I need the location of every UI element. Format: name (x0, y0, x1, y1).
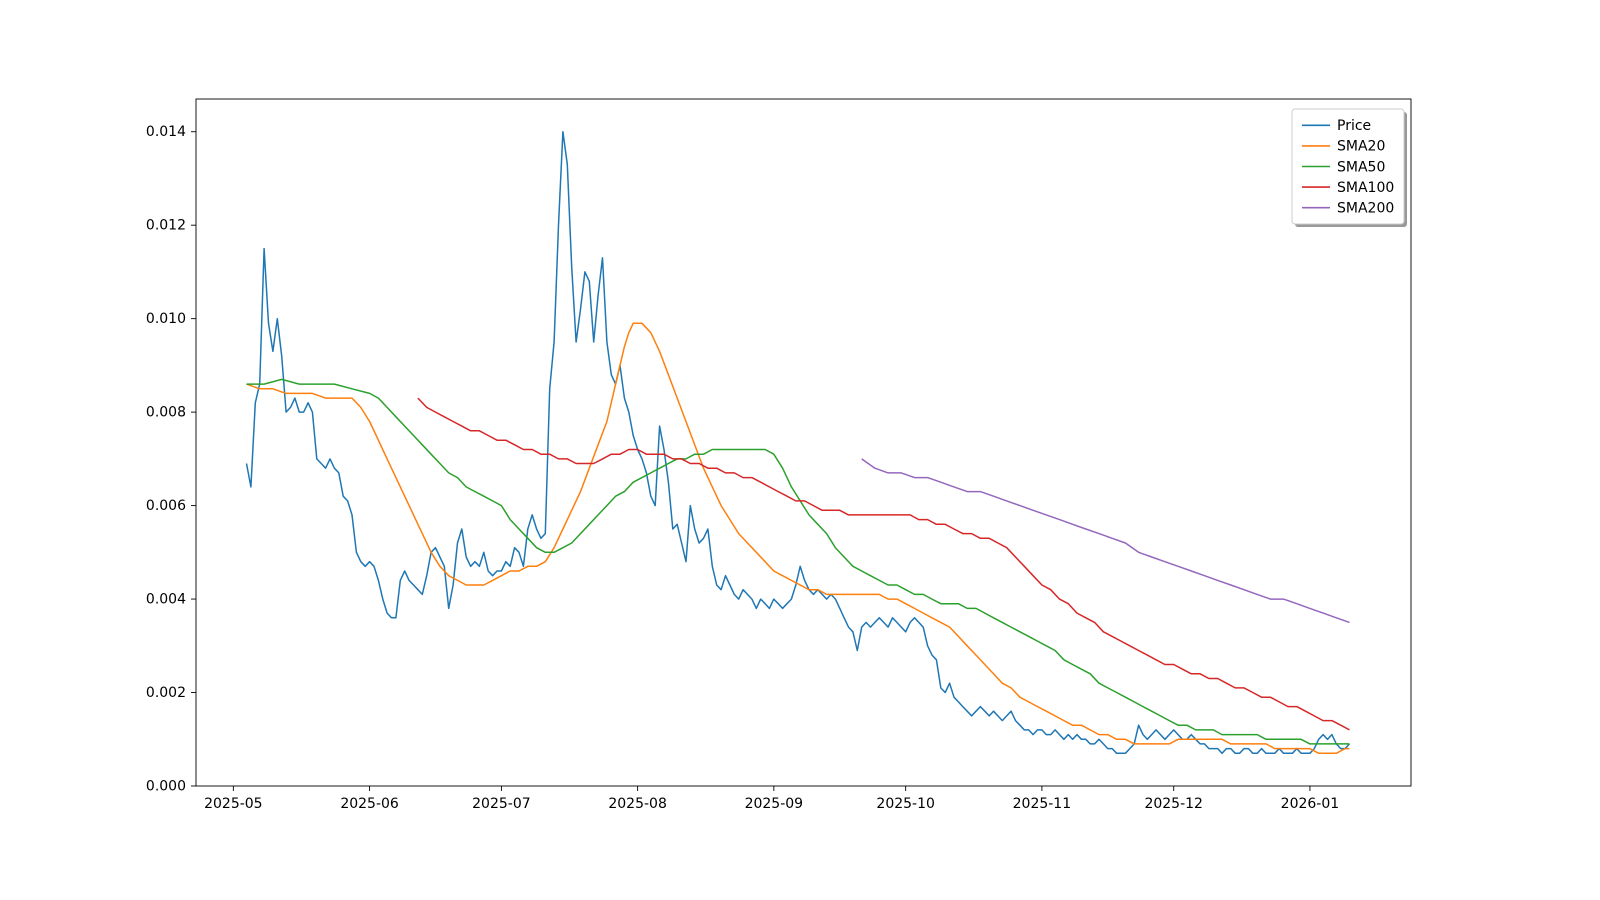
y-tick-label: 0.002 (146, 685, 186, 701)
y-tick-label: 0.006 (146, 498, 186, 514)
legend-frame (1291, 108, 1405, 225)
series-line-sma20 (246, 322, 1350, 755)
y-tick-label: 0.008 (146, 405, 186, 421)
series-group (245, 130, 1351, 755)
x-tick-label: 2025-12 (1144, 796, 1203, 812)
x-tick-label: 2025-09 (745, 796, 804, 812)
x-tick-label: 2025-06 (340, 796, 399, 812)
legend-label-sma50: SMA50 (1337, 159, 1385, 175)
series-line-sma100 (417, 397, 1350, 731)
x-tick-label: 2026-01 (1281, 796, 1340, 812)
y-tick-label: 0.010 (146, 311, 186, 327)
plot-frame (195, 98, 1412, 787)
x-tick-label: 2025-05 (204, 796, 263, 812)
y-tick-label: 0.012 (146, 218, 186, 234)
legend-label-sma200: SMA200 (1337, 201, 1394, 217)
x-tick-label: 2025-10 (876, 796, 935, 812)
legend-label-price: Price (1337, 118, 1371, 134)
series-line-price (245, 130, 1351, 755)
legend: Price SMA20 SMA50 SMA100 SMA200 (1291, 108, 1407, 227)
legend-label-sma100: SMA100 (1337, 180, 1394, 196)
x-tick-label: 2025-11 (1013, 796, 1072, 812)
y-tick-label: 0.004 (146, 592, 186, 608)
x-tick-label: 2025-08 (608, 796, 667, 812)
y-tick-label: 0.000 (146, 779, 186, 795)
y-tick-label: 0.014 (146, 124, 186, 140)
x-tick-label: 2025-07 (472, 796, 531, 812)
series-line-sma50 (246, 378, 1350, 745)
series-line-sma200 (861, 458, 1350, 624)
legend-label-sma20: SMA20 (1337, 139, 1385, 155)
